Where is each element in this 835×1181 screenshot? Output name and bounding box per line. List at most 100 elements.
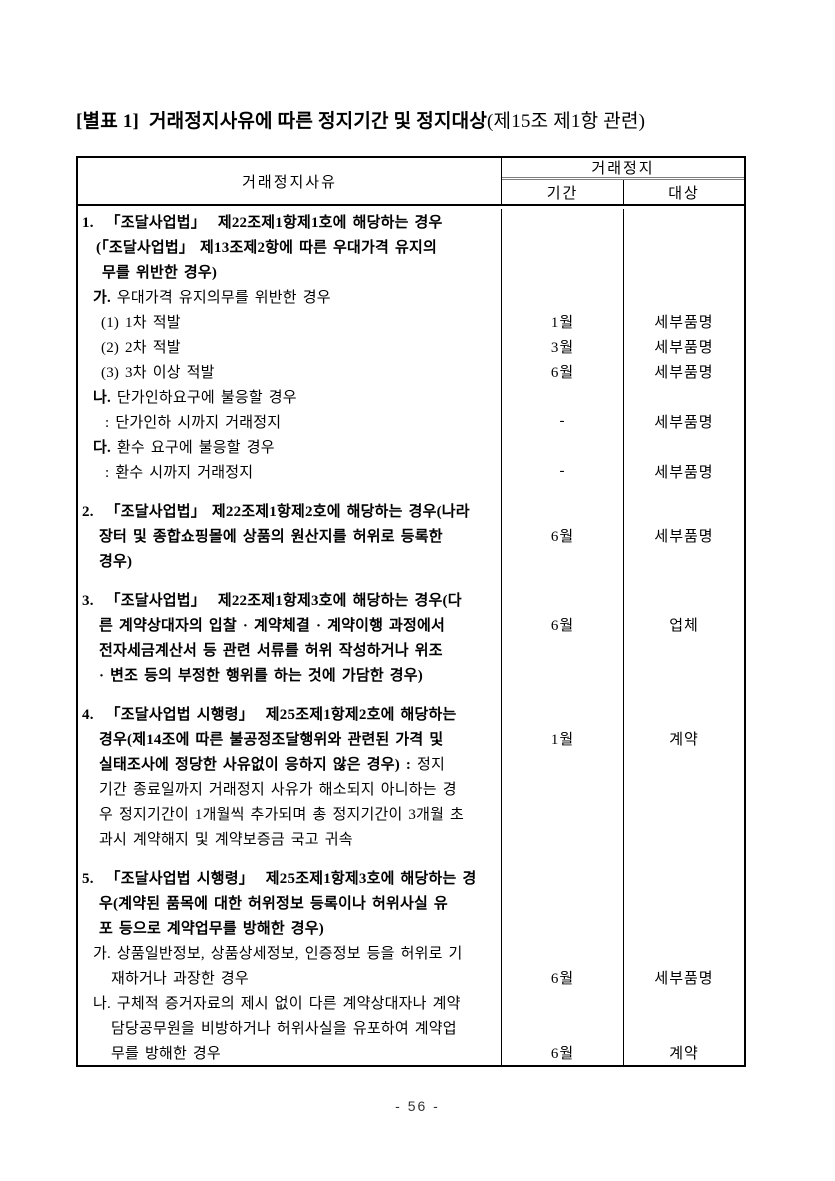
table-row: 가. 상품일반정보, 상품상세정보, 인증정보 등을 허위로 기: [78, 940, 744, 965]
period-cell: [502, 851, 624, 865]
target-cell: [624, 801, 744, 826]
target-cell: [624, 915, 744, 940]
reason-cell: 5. 「조달사업법 시행령」 제25조제1항제3호에 해당하는 경: [78, 865, 502, 890]
target-cell: [624, 573, 744, 587]
table-row: 4. 「조달사업법 시행령」 제25조제1항제2호에 해당하는: [78, 701, 744, 726]
reason-cell: 담당공무원을 비방하거나 허위사실을 유포하여 계약업: [78, 1015, 502, 1040]
period-cell: [502, 890, 624, 915]
reason-cell: 장터 및 종합쇼핑몰에 상품의 원산지를 허위로 등록한: [78, 523, 502, 548]
target-cell: 세부품명: [654, 315, 714, 331]
reason-text: 재하거나 과장한 경우: [111, 971, 249, 987]
target-cell: [624, 548, 744, 573]
reason-cell: 전자세금계산서 등 관련 서류를 허위 작성하거나 위조: [78, 637, 502, 662]
period-cell: [502, 776, 624, 801]
period-cell: 1월: [502, 726, 624, 751]
target-cell: [624, 434, 744, 459]
reason-cell: 가. 우대가격 유지의무를 위반한 경우: [78, 284, 502, 309]
reason-cell: 1. 「조달사업법」 제22조제1항제1호에 해당하는 경우: [78, 209, 502, 234]
table-row: 1. 「조달사업법」 제22조제1항제1호에 해당하는 경우: [78, 209, 744, 234]
table-row: 우 정지기간이 1개월씩 추가되며 총 정지기간이 3개월 초: [78, 801, 744, 826]
table-body: 1. 「조달사업법」 제22조제1항제1호에 해당하는 경우 (「조달사업법」 제…: [78, 206, 744, 1065]
table-row: 나. 단가인하요구에 불응할 경우: [78, 384, 744, 409]
target-cell: [624, 990, 744, 1015]
reason-cell: 가. 상품일반정보, 상품상세정보, 인증정보 등을 허위로 기: [78, 940, 502, 965]
reason-text: 담당공무원을 비방하거나 허위사실을 유포하여 계약업: [111, 1021, 457, 1037]
table-row: 실태조사에 정당한 사유없이 응하지 않은 경우) : 정지: [78, 751, 744, 776]
reason-cell: 3. 「조달사업법」 제22조제1항제3호에 해당하는 경우(다: [78, 587, 502, 612]
table-row: (2) 2차 적발 3월 세부품명: [78, 334, 744, 359]
reason-text: 다.: [93, 440, 117, 456]
reason-cell: : 단가인하 시까지 거래정지: [78, 409, 502, 434]
table-row: 3. 「조달사업법」 제22조제1항제3호에 해당하는 경우(다: [78, 587, 744, 612]
period-cell: 6월: [502, 523, 624, 548]
title-reference-text: (제15조 제1항 관련): [487, 111, 646, 132]
target-cell: 업체: [669, 618, 699, 634]
target-cell: [624, 637, 744, 662]
reason-cell: 우 정지기간이 1개월씩 추가되며 총 정지기간이 3개월 초: [78, 801, 502, 826]
reason-text: 포 등으로 계약업무를 방해한 경우): [99, 921, 324, 937]
target-cell: [624, 890, 744, 915]
target-cell: 세부품명: [654, 971, 714, 987]
target-cell: [624, 1015, 744, 1040]
table-row: 경우): [78, 548, 744, 573]
period-cell: [502, 498, 624, 523]
target-cell: [624, 209, 744, 234]
table-row: 5. 「조달사업법 시행령」 제25조제1항제3호에 해당하는 경: [78, 865, 744, 890]
target-cell: 세부품명: [654, 340, 714, 356]
reason-cell: 우(계약된 품목에 대한 허위정보 등록이나 허위사실 유: [78, 890, 502, 915]
reason-text: (2) 2차 적발: [101, 340, 181, 356]
table-row: 경우(제14조에 따른 불공정조달행위와 관련된 가격 및 1월 계약: [78, 726, 744, 751]
reason-text: : 환수 시까지 거래정지: [105, 465, 254, 481]
title-annex-label: [별표 1]: [76, 111, 149, 132]
period-cell: [502, 940, 624, 965]
table-spacer-row: [78, 573, 744, 587]
reason-text: 우 정지기간이 1개월씩 추가되며 총 정지기간이 3개월 초: [99, 807, 465, 823]
target-cell: 세부품명: [654, 465, 714, 481]
reason-cell: [78, 573, 502, 587]
reason-text: 우(계약된 품목에 대한 허위정보 등록이나 허위사실 유: [99, 896, 448, 912]
reason-cell: 무를 위반한 경우): [78, 259, 502, 284]
period-cell: [502, 259, 624, 284]
reason-text: 3. 「조달사업법」 제22조제1항제3호에 해당하는 경우(다: [82, 593, 462, 609]
reason-cell: 경우): [78, 548, 502, 573]
period-cell: [502, 484, 624, 498]
target-cell: [624, 701, 744, 726]
reason-text: 무를 방해한 경우: [111, 1046, 221, 1062]
reason-cell: 다. 환수 요구에 불응할 경우: [78, 434, 502, 459]
column-header-reason: 거래정지사유: [78, 158, 502, 204]
reason-text: 경우): [99, 554, 133, 570]
table-row: 기간 종료일까지 거래정지 사유가 해소되지 아니하는 경: [78, 776, 744, 801]
period-cell: [502, 687, 624, 701]
reason-text: 가.: [93, 290, 117, 306]
title-main-text: 거래정지사유에 따른 정지기간 및 정지대상: [148, 111, 488, 132]
period-cell: 3월: [502, 334, 624, 359]
period-cell: [502, 826, 624, 851]
period-cell: [502, 637, 624, 662]
target-cell: 세부품명: [654, 415, 714, 431]
period-cell: [502, 1015, 624, 1040]
period-cell: [502, 284, 624, 309]
table-row: 무를 위반한 경우): [78, 259, 744, 284]
reason-text: : 단가인하 시까지 거래정지: [105, 415, 282, 431]
column-header-target: 대상: [668, 185, 700, 202]
table-row: : 단가인하 시까지 거래정지 - 세부품명: [78, 409, 744, 434]
reason-cell: : 환수 시까지 거래정지: [78, 459, 502, 484]
table-row: (1) 1차 적발 1월 세부품명: [78, 309, 744, 334]
target-cell: 계약: [669, 1046, 699, 1062]
reason-text: 과시 계약해지 및 계약보증금 국고 귀속: [99, 832, 353, 848]
reason-cell: 른 계약상대자의 입찰 · 계약체결 · 계약이행 과정에서: [78, 612, 502, 637]
reason-cell: 재하거나 과장한 경우: [78, 965, 502, 990]
reason-cell: [78, 484, 502, 498]
target-cell: [624, 259, 744, 284]
target-cell: [624, 662, 744, 687]
period-cell: [502, 384, 624, 409]
reason-cell: 4. 「조달사업법 시행령」 제25조제1항제2호에 해당하는: [78, 701, 502, 726]
period-cell: [502, 915, 624, 940]
reason-text: 1. 「조달사업법」 제22조제1항제1호에 해당하는 경우: [82, 215, 443, 231]
reason-cell: [78, 851, 502, 865]
period-cell: [502, 662, 624, 687]
target-cell: [624, 851, 744, 865]
reason-cell: 실태조사에 정당한 사유없이 응하지 않은 경우) : 정지: [78, 751, 502, 776]
reason-cell: · 변조 등의 부정한 행위를 하는 것에 가담한 경우): [78, 662, 502, 687]
target-cell: [624, 284, 744, 309]
